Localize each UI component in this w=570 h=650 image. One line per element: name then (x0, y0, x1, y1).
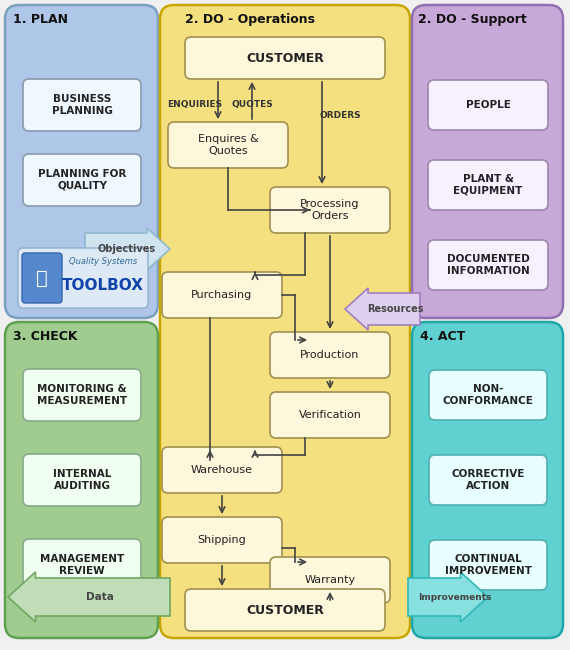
Polygon shape (8, 572, 170, 622)
Text: PLANNING FOR
QUALITY: PLANNING FOR QUALITY (38, 169, 126, 191)
Text: Verification: Verification (299, 410, 361, 420)
FancyBboxPatch shape (160, 5, 410, 638)
FancyBboxPatch shape (23, 154, 141, 206)
FancyBboxPatch shape (18, 248, 148, 308)
Text: ORDERS: ORDERS (319, 111, 361, 120)
Text: Warehouse: Warehouse (191, 465, 253, 475)
Text: PEOPLE: PEOPLE (466, 100, 511, 110)
Text: Production: Production (300, 350, 360, 360)
FancyBboxPatch shape (428, 80, 548, 130)
Text: 2. DO - Support: 2. DO - Support (418, 13, 527, 26)
FancyBboxPatch shape (270, 392, 390, 438)
FancyBboxPatch shape (429, 540, 547, 590)
Text: BUSINESS
PLANNING: BUSINESS PLANNING (51, 94, 112, 116)
FancyBboxPatch shape (428, 160, 548, 210)
FancyBboxPatch shape (22, 253, 62, 303)
FancyBboxPatch shape (162, 517, 282, 563)
Text: Warranty: Warranty (304, 575, 356, 585)
Text: Quality Systems: Quality Systems (69, 257, 137, 266)
Text: 1. PLAN: 1. PLAN (13, 13, 68, 26)
Text: Improvements: Improvements (418, 593, 492, 601)
FancyBboxPatch shape (270, 557, 390, 603)
FancyBboxPatch shape (429, 370, 547, 420)
FancyBboxPatch shape (23, 454, 141, 506)
Text: 3. CHECK: 3. CHECK (13, 330, 78, 343)
FancyBboxPatch shape (185, 37, 385, 79)
FancyBboxPatch shape (5, 5, 158, 318)
Text: CUSTOMER: CUSTOMER (246, 51, 324, 64)
FancyBboxPatch shape (162, 447, 282, 493)
Polygon shape (85, 228, 170, 270)
FancyBboxPatch shape (412, 322, 563, 638)
FancyBboxPatch shape (168, 122, 288, 168)
FancyBboxPatch shape (270, 332, 390, 378)
FancyBboxPatch shape (23, 79, 141, 131)
Text: INTERNAL
AUDITING: INTERNAL AUDITING (53, 469, 111, 491)
FancyBboxPatch shape (23, 369, 141, 421)
Text: NON-
CONFORMANCE: NON- CONFORMANCE (442, 384, 534, 406)
Polygon shape (345, 288, 420, 330)
FancyBboxPatch shape (428, 240, 548, 290)
Text: Enquires &
Quotes: Enquires & Quotes (198, 134, 258, 156)
Text: Data: Data (86, 592, 114, 602)
FancyBboxPatch shape (162, 272, 282, 318)
Text: 🔧: 🔧 (36, 268, 48, 287)
Text: MANAGEMENT
REVIEW: MANAGEMENT REVIEW (40, 554, 124, 576)
Text: TOOLBOX: TOOLBOX (62, 278, 144, 294)
FancyBboxPatch shape (270, 187, 390, 233)
FancyBboxPatch shape (23, 539, 141, 591)
Text: 2. DO - Operations: 2. DO - Operations (185, 13, 315, 26)
Polygon shape (408, 572, 488, 622)
Text: CORRECTIVE
ACTION: CORRECTIVE ACTION (451, 469, 525, 491)
Text: CONTINUAL
IMPROVEMENT: CONTINUAL IMPROVEMENT (445, 554, 531, 576)
Text: Shipping: Shipping (198, 535, 246, 545)
Text: MONITORING &
MEASUREMENT: MONITORING & MEASUREMENT (37, 384, 127, 406)
Text: PLANT &
EQUIPMENT: PLANT & EQUIPMENT (453, 174, 523, 196)
FancyBboxPatch shape (429, 455, 547, 505)
Text: Resources: Resources (367, 304, 424, 314)
Text: QUOTES: QUOTES (231, 101, 273, 109)
FancyBboxPatch shape (412, 5, 563, 318)
FancyBboxPatch shape (5, 322, 158, 638)
FancyBboxPatch shape (185, 589, 385, 631)
Text: Processing
Orders: Processing Orders (300, 199, 360, 221)
Text: ENQUIRIES: ENQUIRIES (168, 101, 222, 109)
Text: DOCUMENTED
INFORMATION: DOCUMENTED INFORMATION (447, 254, 530, 276)
Text: CUSTOMER: CUSTOMER (246, 603, 324, 616)
Text: Purchasing: Purchasing (192, 290, 253, 300)
Text: 4. ACT: 4. ACT (420, 330, 465, 343)
Text: Objectives: Objectives (98, 244, 156, 254)
